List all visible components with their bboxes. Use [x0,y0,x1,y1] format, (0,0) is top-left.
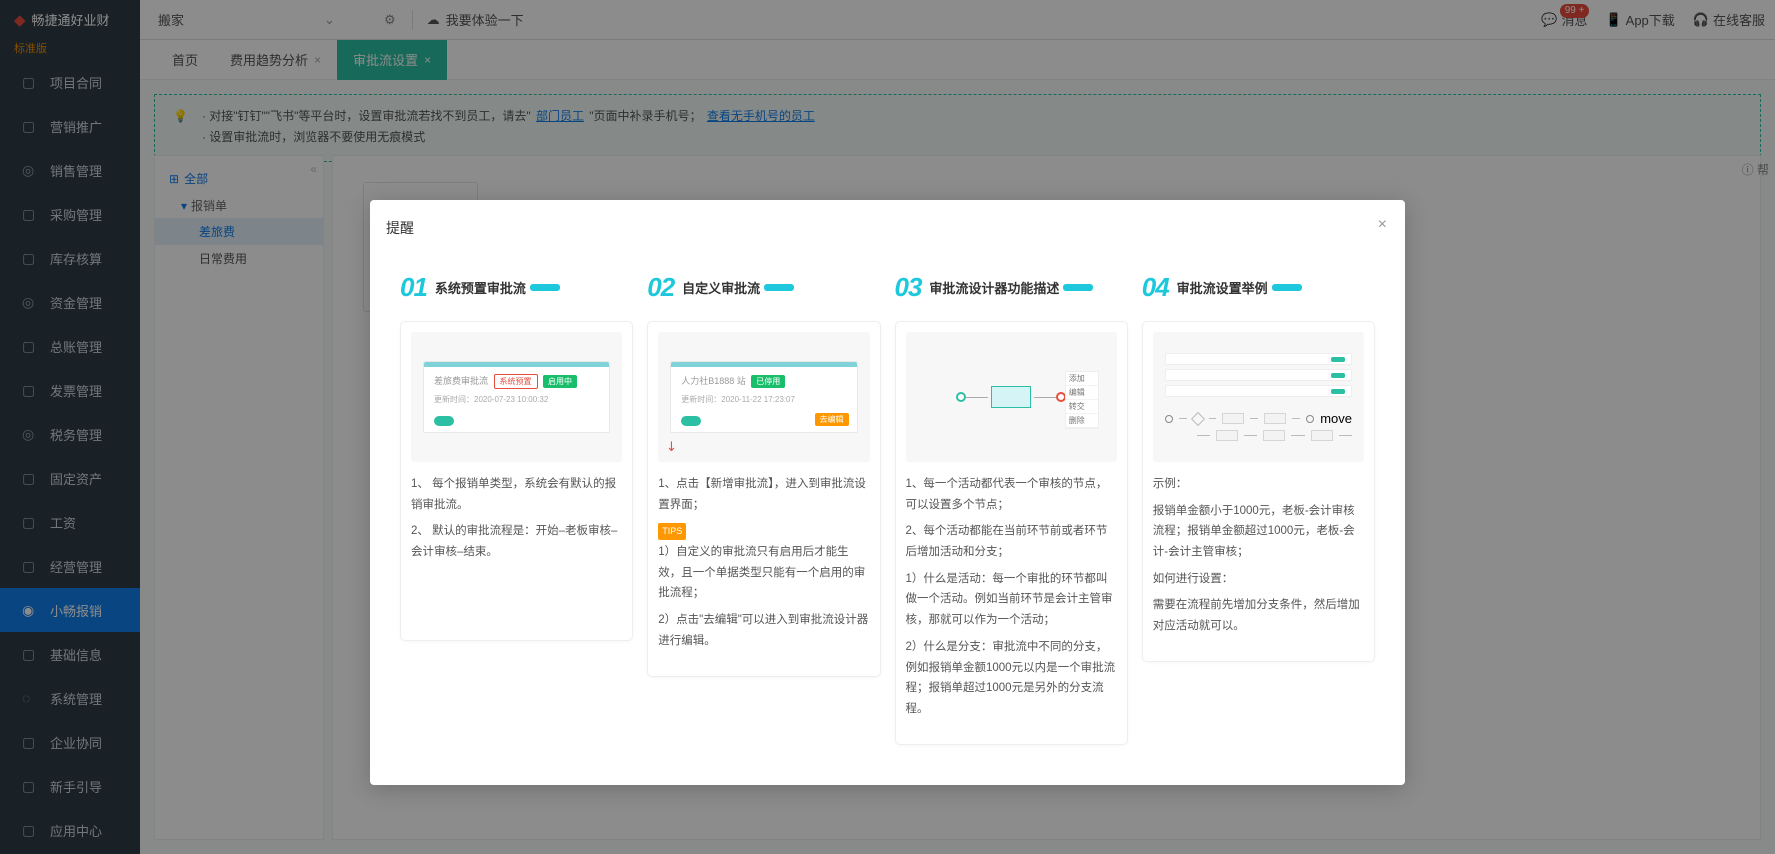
close-icon[interactable]: × [1378,216,1387,234]
step-text: 1、点击【新增审批流】，进入到审批流设置界面； [658,474,869,515]
modal: 提醒 × 01 系统预置审批流 差旅费审批流 系统预置 启用中 更新时间：202… [370,200,1405,785]
step-1: 01 系统预置审批流 差旅费审批流 系统预置 启用中 更新时间：2020-07-… [400,272,633,745]
step-text: 1、 每个报销单类型，系统会有默认的报销审批流。 [411,474,622,515]
step-text: 2）点击"去编辑"可以进入到审批流设计器进行编辑。 [658,610,869,651]
arrow-icon: ↘ [662,436,681,455]
tips-badge: TIPS [658,523,686,539]
step-3: 03 审批流设计器功能描述 添加 编辑 转交 删除 [895,272,1128,745]
modal-title: 提醒 [386,218,1389,238]
underline [1272,284,1302,291]
step-num: 01 [400,272,427,303]
step-title: 自定义审批流 [682,278,760,297]
step-text: 需要在流程前先增加分支条件，然后增加对应活动就可以。 [1153,595,1364,636]
step-text: 2）什么是分支：审批流中不同的分支，例如报销单金额1000元以内是一个审批流程；… [906,637,1117,720]
step-text: 1）什么是活动：每一个审批的环节都叫做一个活动。例如当前环节是会计主管审核，那就… [906,569,1117,631]
step-num: 02 [647,272,674,303]
step-text: 示例： [1153,474,1364,495]
underline [1063,284,1093,291]
step-2: 02 自定义审批流 人力社B1888 站 已停用 更新时间：2020-11-22… [647,272,880,745]
step-text: 2、 默认的审批流程是：开始–老板审核–会计审核–结束。 [411,521,622,562]
step-num: 03 [895,272,922,303]
step-4: 04 审批流设置举例 move [1142,272,1375,745]
step-title: 审批流设置举例 [1177,278,1268,297]
step-text: 1）自定义的审批流只有启用后才能生效，且一个单据类型只能有一个启用的审批流程； [658,542,869,604]
step-title: 系统预置审批流 [435,278,526,297]
step-text: 2、每个活动都能在当前环节前或者环节后增加活动和分支； [906,521,1117,562]
step-text: 如何进行设置： [1153,569,1364,590]
step-text: 1、每一个活动都代表一个审核的节点，可以设置多个节点； [906,474,1117,515]
step-text: 报销单金额小于1000元，老板-会计审核流程；报销单金额超过1000元，老板-会… [1153,501,1364,563]
step-title: 审批流设计器功能描述 [929,278,1059,297]
underline [764,284,794,291]
modal-overlay: 提醒 × 01 系统预置审批流 差旅费审批流 系统预置 启用中 更新时间：202… [0,0,1775,854]
step-num: 04 [1142,272,1169,303]
underline [530,284,560,291]
